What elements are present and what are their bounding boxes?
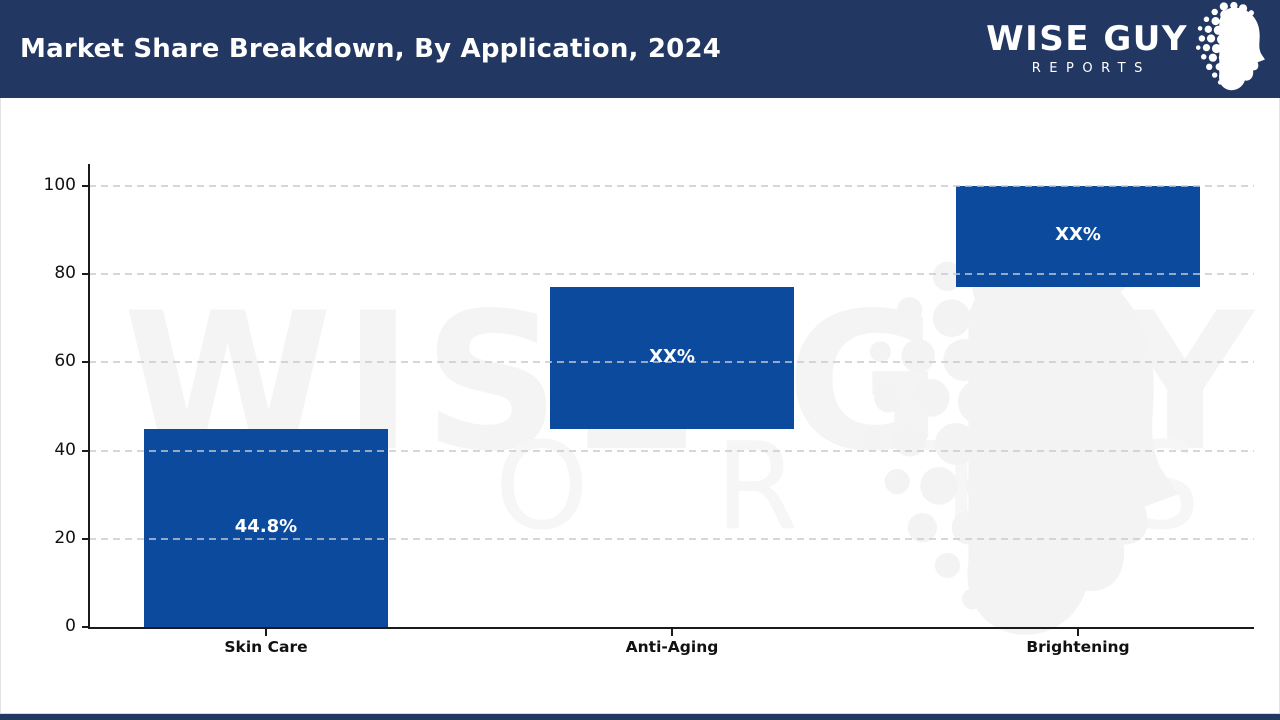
y-axis-line xyxy=(88,164,90,629)
y-tick-label: 40 xyxy=(54,439,76,460)
x-tick-label: Brightening xyxy=(1026,638,1130,656)
x-tick xyxy=(265,629,267,636)
y-gridline xyxy=(89,449,1254,452)
y-tick xyxy=(82,185,89,187)
header: Market Share Breakdown, By Application, … xyxy=(0,0,1280,98)
y-tick xyxy=(82,449,89,452)
logo-line2: REPORTS xyxy=(1031,61,1151,76)
chart-layer: 0 20 40 60 80 100 44.8% Skin Care XX% Anti-Aging X… xyxy=(1,98,1279,713)
y-tick xyxy=(82,626,89,628)
y-gridline xyxy=(89,185,1254,187)
logo-wordmark: WISE GUY REPORTS xyxy=(986,22,1188,76)
y-tick xyxy=(82,361,89,364)
bar-value-label: XX% xyxy=(1055,224,1101,246)
y-tick xyxy=(82,537,89,540)
x-tick xyxy=(1077,629,1079,636)
bar-value-label: XX% xyxy=(649,345,695,367)
y-tick-label: 20 xyxy=(54,527,76,548)
y-tick-label: 60 xyxy=(54,351,76,372)
logo-head-icon xyxy=(1174,1,1270,97)
y-gridline xyxy=(89,361,1254,364)
main-chart: WISE GUY P O R T S 02040608010044.8%Skin… xyxy=(0,98,1280,713)
x-tick-label: Anti-Aging xyxy=(625,638,719,656)
bar-value-label: 44.8% xyxy=(234,516,298,538)
footer-bar xyxy=(0,713,1280,720)
bar xyxy=(956,186,1200,287)
y-tick xyxy=(82,273,89,276)
x-tick-label: Skin Care xyxy=(224,638,308,656)
bar xyxy=(144,429,388,627)
bar xyxy=(550,286,794,430)
page-title: Market Share Breakdown, By Application, … xyxy=(20,34,722,64)
logo: WISE GUY REPORTS xyxy=(986,1,1280,97)
y-tick-label: 0 xyxy=(65,616,76,636)
y-gridline xyxy=(89,537,1254,540)
y-tick-label: 100 xyxy=(43,175,76,195)
logo-line1: WISE GUY xyxy=(986,19,1188,59)
y-tick-label: 80 xyxy=(54,263,76,284)
x-axis-line xyxy=(88,627,1254,629)
y-gridline xyxy=(89,273,1254,276)
x-tick xyxy=(671,629,673,636)
